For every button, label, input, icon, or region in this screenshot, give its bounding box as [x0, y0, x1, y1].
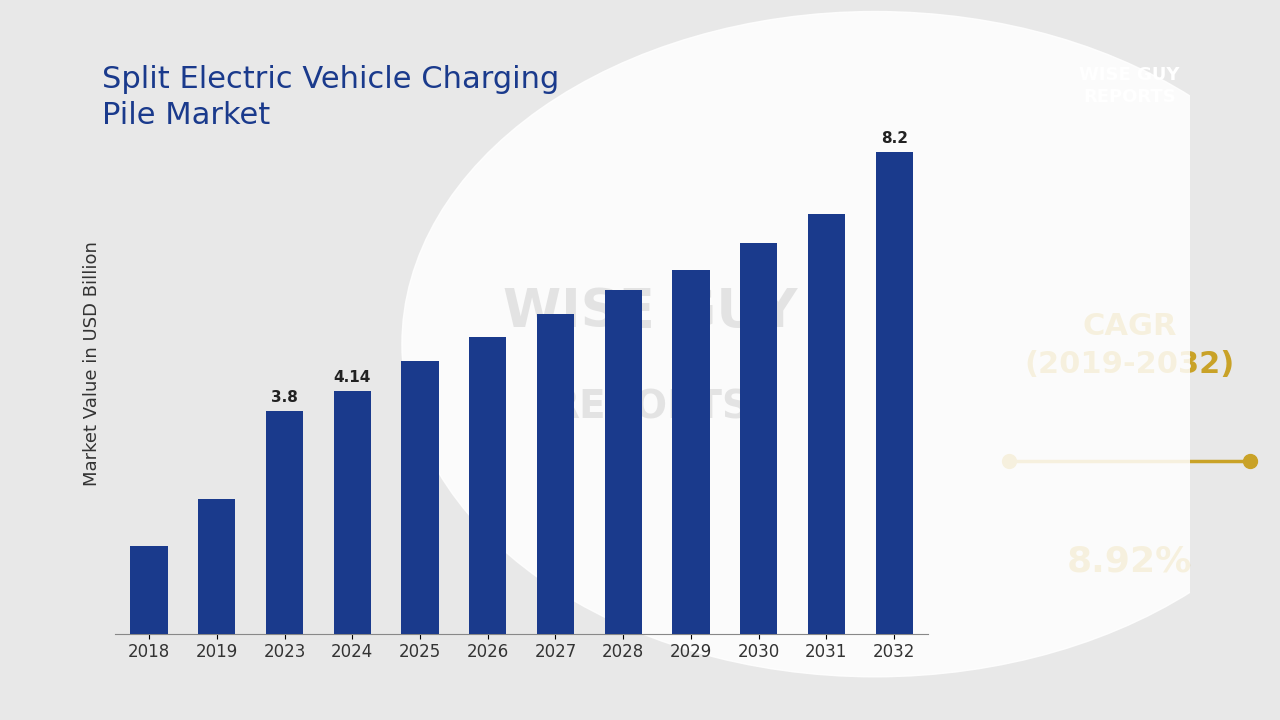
- Text: CAGR
(2019-2032): CAGR (2019-2032): [1024, 312, 1235, 379]
- Text: 4.14: 4.14: [334, 370, 371, 384]
- Bar: [198, 498, 236, 634]
- Bar: [468, 337, 507, 634]
- Bar: [131, 546, 168, 634]
- Text: 8.2: 8.2: [881, 132, 908, 146]
- Text: WISE GUY: WISE GUY: [503, 287, 797, 338]
- Circle shape: [402, 12, 1280, 677]
- Text: REPORTS: REPORTS: [549, 389, 750, 426]
- Bar: [604, 290, 641, 634]
- Bar: [876, 153, 913, 634]
- Bar: [266, 410, 303, 634]
- Bar: [536, 314, 575, 634]
- Bar: [672, 270, 709, 634]
- Text: Split Electric Vehicle Charging
Pile Market: Split Electric Vehicle Charging Pile Mar…: [102, 65, 559, 130]
- Text: WISE GUY
REPORTS: WISE GUY REPORTS: [1079, 66, 1180, 107]
- Bar: [402, 361, 439, 634]
- Text: 3.8: 3.8: [271, 390, 298, 405]
- Text: 8.92%: 8.92%: [1068, 544, 1192, 579]
- Y-axis label: Market Value in USD Billion: Market Value in USD Billion: [83, 241, 101, 486]
- Bar: [808, 214, 845, 634]
- Bar: [740, 243, 777, 634]
- Bar: [334, 390, 371, 634]
